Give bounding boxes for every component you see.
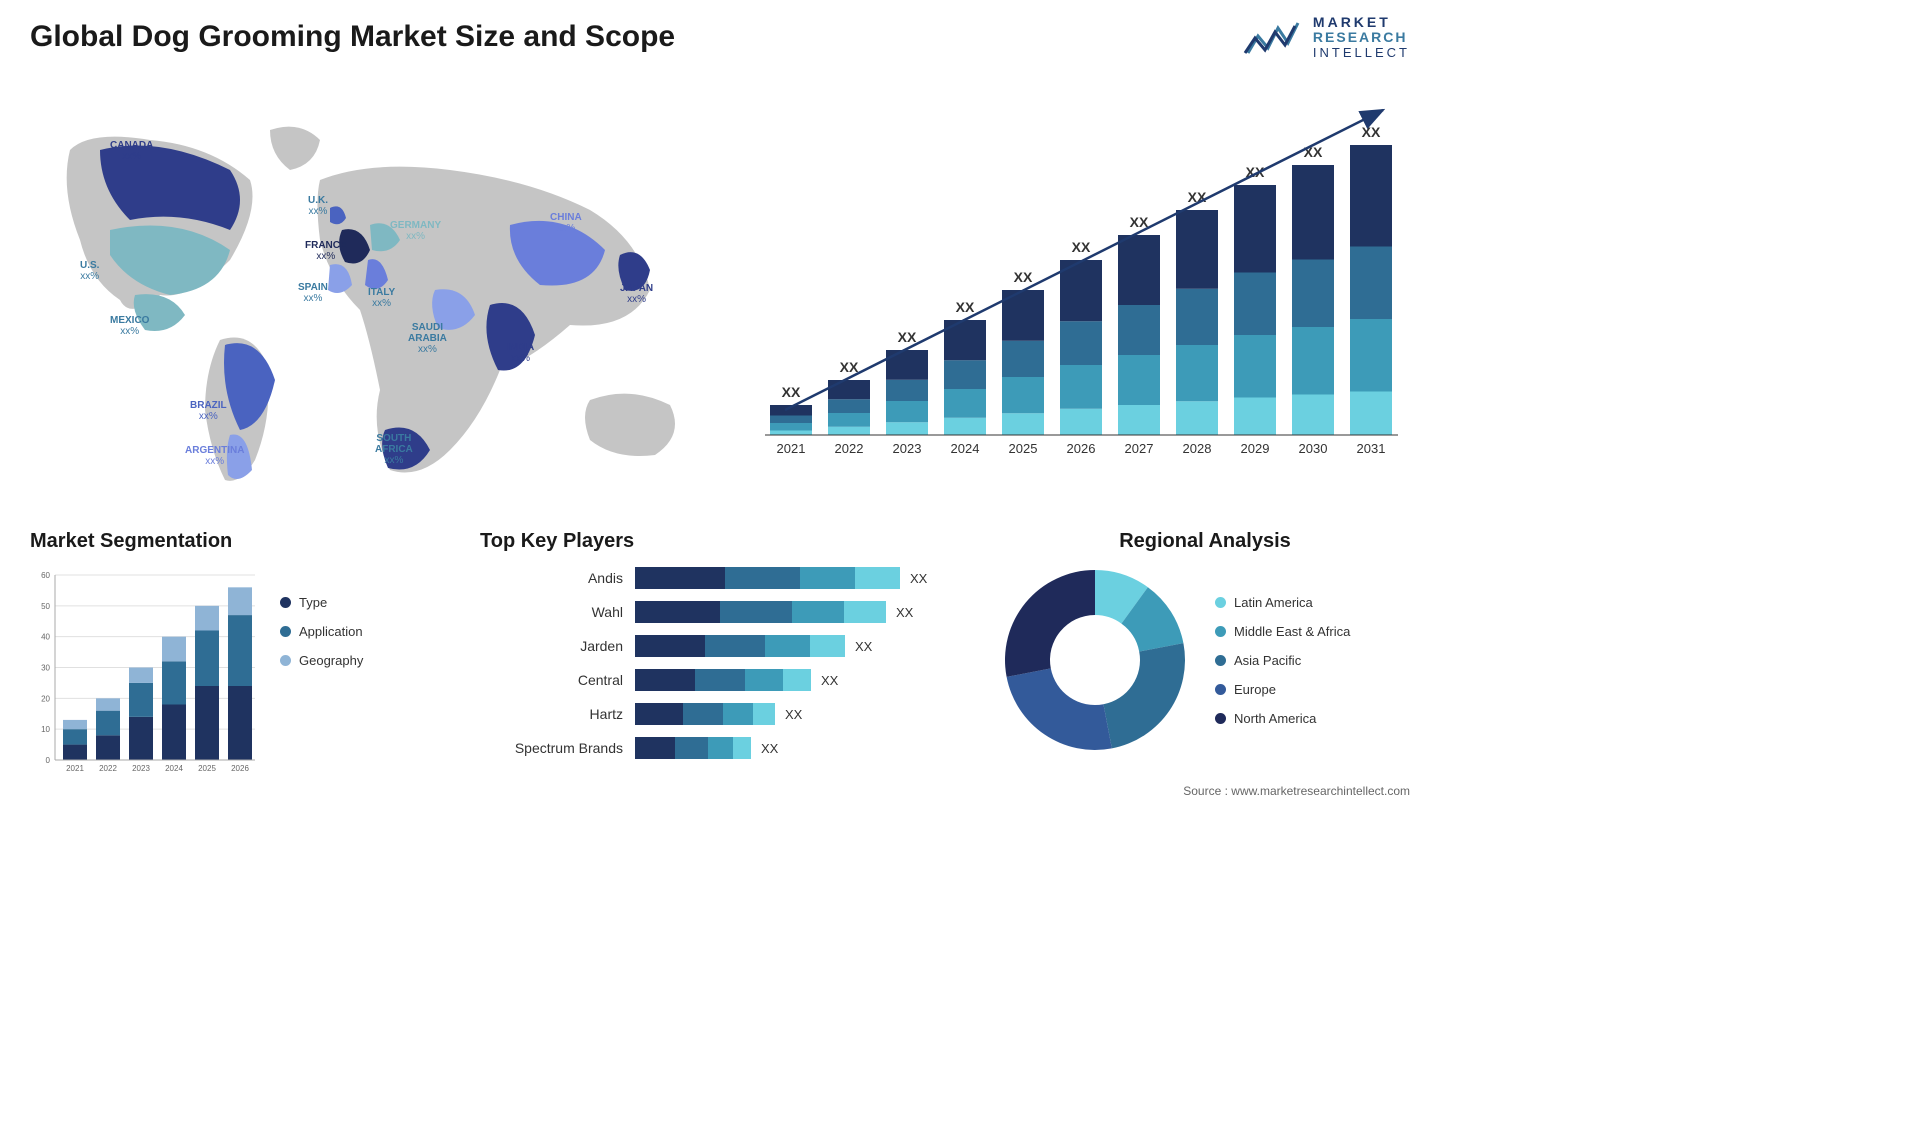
map-label-canada: CANADAxx%: [110, 140, 153, 162]
svg-text:2026: 2026: [231, 764, 249, 773]
regional-legend: Latin America Middle East & Africa Asia Pa…: [1215, 595, 1350, 726]
map-label-spain: SPAINxx%: [298, 282, 328, 304]
region-legend-europe: Europe: [1215, 682, 1350, 697]
map-label-mexico: MEXICOxx%: [110, 315, 149, 337]
svg-text:2025: 2025: [198, 764, 216, 773]
map-label-germany: GERMANYxx%: [390, 220, 441, 242]
player-row-hartz: Hartz XX: [480, 701, 960, 727]
segmentation-legend: Type Application Geography: [280, 565, 363, 775]
player-name: Jarden: [480, 638, 635, 654]
player-row-wahl: Wahl XX: [480, 599, 960, 625]
player-value: XX: [910, 571, 927, 586]
svg-text:2031: 2031: [1357, 441, 1386, 456]
svg-text:XX: XX: [840, 359, 859, 375]
map-label-argentina: ARGENTINAxx%: [185, 445, 244, 467]
map-label-u-s-: U.S.xx%: [80, 260, 99, 282]
player-value: XX: [821, 673, 838, 688]
segmentation-panel: Market Segmentation 0 10 20 30 40 50 60 2021 202…: [30, 530, 430, 775]
map-label-u-k-: U.K.xx%: [308, 195, 328, 217]
regional-panel: Regional Analysis Latin America Middle Ea…: [1000, 530, 1410, 755]
map-label-saudi-arabia: SAUDIARABIAxx%: [408, 322, 447, 355]
player-name: Wahl: [480, 604, 635, 620]
svg-text:2025: 2025: [1009, 441, 1038, 456]
player-row-central: Central XX: [480, 667, 960, 693]
key-players-panel: Top Key Players AndisXXWahlXXJardenXXCen…: [480, 530, 960, 769]
key-players-title: Top Key Players: [480, 530, 960, 553]
svg-text:XX: XX: [1304, 144, 1323, 160]
map-label-china: CHINAxx%: [550, 212, 582, 234]
map-label-india: INDIAxx%: [507, 342, 534, 364]
map-label-brazil: BRAZILxx%: [190, 400, 227, 422]
svg-text:2021: 2021: [777, 441, 806, 456]
svg-text:XX: XX: [782, 384, 801, 400]
svg-text:XX: XX: [1362, 124, 1381, 140]
player-bar: [635, 737, 751, 759]
player-name: Spectrum Brands: [480, 740, 635, 756]
brand-logo: MARKET RESEARCH INTELLECT: [1243, 15, 1410, 60]
player-row-jarden: Jarden XX: [480, 633, 960, 659]
source-attribution: Source : www.marketresearchintellect.com: [1183, 784, 1410, 798]
svg-text:20: 20: [41, 694, 50, 703]
map-label-south-africa: SOUTHAFRICAxx%: [375, 433, 413, 466]
region-legend-latin-america: Latin America: [1215, 595, 1350, 610]
svg-text:2022: 2022: [835, 441, 864, 456]
seg-legend-application: Application: [280, 624, 363, 639]
player-value: XX: [785, 707, 802, 722]
regional-donut: [1000, 565, 1190, 755]
logo-icon: [1243, 18, 1303, 58]
player-value: XX: [855, 639, 872, 654]
svg-text:XX: XX: [898, 329, 917, 345]
world-map-panel: CANADAxx% U.S.xx% MEXICOxx% BRAZILxx% ARGENT…: [30, 90, 710, 490]
player-bar: [635, 635, 845, 657]
svg-text:2024: 2024: [951, 441, 980, 456]
logo-text-2: RESEARCH: [1313, 30, 1410, 45]
svg-text:XX: XX: [956, 299, 975, 315]
svg-text:2024: 2024: [165, 764, 183, 773]
player-bar: [635, 703, 775, 725]
regional-title: Regional Analysis: [1000, 530, 1410, 553]
svg-text:2029: 2029: [1241, 441, 1270, 456]
logo-text-3: INTELLECT: [1313, 46, 1410, 60]
svg-text:XX: XX: [1014, 269, 1033, 285]
player-value: XX: [761, 741, 778, 756]
region-legend-asia-pacific: Asia Pacific: [1215, 653, 1350, 668]
player-name: Andis: [480, 570, 635, 586]
svg-text:2023: 2023: [893, 441, 922, 456]
player-bar: [635, 601, 886, 623]
map-label-italy: ITALYxx%: [368, 287, 395, 309]
map-label-japan: JAPANxx%: [620, 283, 653, 305]
player-name: Central: [480, 672, 635, 688]
svg-text:10: 10: [41, 725, 50, 734]
svg-text:30: 30: [41, 664, 50, 673]
region-legend-north-america: North America: [1215, 711, 1350, 726]
seg-legend-type: Type: [280, 595, 363, 610]
svg-text:2022: 2022: [99, 764, 117, 773]
segmentation-chart: 0 10 20 30 40 50 60 2021 2022 2023 2024 2025 2026: [30, 565, 260, 775]
segmentation-title: Market Segmentation: [30, 530, 430, 553]
svg-text:40: 40: [41, 633, 50, 642]
logo-text-1: MARKET: [1313, 15, 1410, 30]
player-value: XX: [896, 605, 913, 620]
svg-text:0: 0: [46, 756, 51, 765]
player-bar: [635, 669, 811, 691]
svg-text:2028: 2028: [1183, 441, 1212, 456]
player-name: Hartz: [480, 706, 635, 722]
page-title: Global Dog Grooming Market Size and Scop…: [30, 20, 675, 54]
svg-text:60: 60: [41, 571, 50, 580]
player-row-spectrum-brands: Spectrum Brands XX: [480, 735, 960, 761]
map-label-france: FRANCExx%: [305, 240, 347, 262]
svg-text:XX: XX: [1072, 239, 1091, 255]
svg-text:2023: 2023: [132, 764, 150, 773]
player-bar: [635, 567, 900, 589]
seg-legend-geography: Geography: [280, 653, 363, 668]
svg-text:2026: 2026: [1067, 441, 1096, 456]
svg-text:50: 50: [41, 602, 50, 611]
region-legend-middle-east-africa: Middle East & Africa: [1215, 624, 1350, 639]
player-row-andis: Andis XX: [480, 565, 960, 591]
svg-text:2027: 2027: [1125, 441, 1154, 456]
trend-chart: 2021 XX 2022 XX 2023 XX 2024 XX 2025 XX 2026 XX 2027…: [750, 95, 1410, 465]
svg-text:2030: 2030: [1299, 441, 1328, 456]
svg-text:2021: 2021: [66, 764, 84, 773]
